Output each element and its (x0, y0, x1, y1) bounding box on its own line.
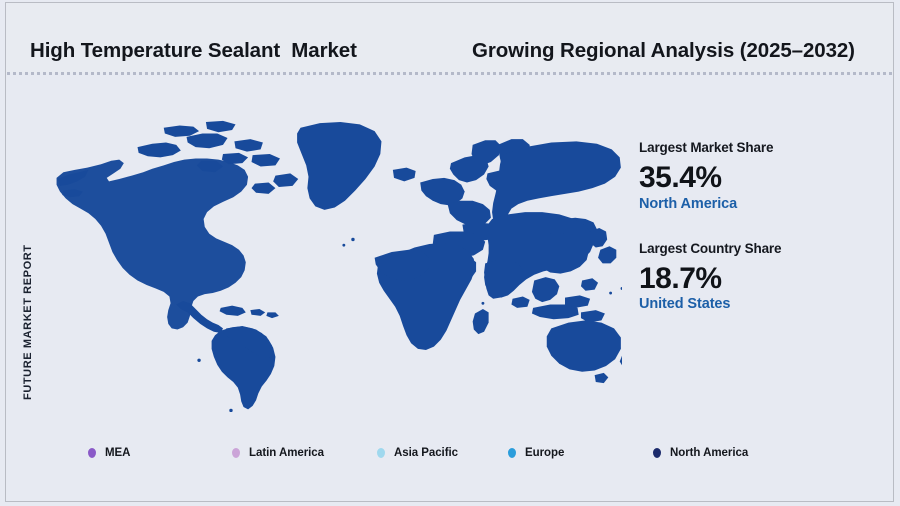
page-title: High Temperature Sealant Market (30, 39, 357, 62)
legend-item-mea: MEA (88, 447, 232, 459)
stat-label: Largest Market Share (639, 140, 774, 155)
stat-region: North America (639, 195, 738, 212)
legend-item-europe: Europe (508, 447, 653, 459)
legend-dot-icon (377, 448, 385, 458)
legend-dot-icon (653, 448, 661, 458)
header-bar: High Temperature Sealant Market Growing … (6, 3, 893, 73)
legend-label: North America (670, 447, 749, 459)
stats-panel: Largest Market Share 35.4% North America… (639, 140, 889, 341)
brand-watermark: FUTURE MARKET REPORT (22, 244, 34, 400)
stat-label: Largest Country Share (639, 240, 782, 256)
stat-value: 35.4% (639, 161, 722, 194)
legend-item-latin-america: Latin America (232, 447, 377, 459)
legend-item-north-america: North America (653, 447, 748, 459)
map-legend: MEA Latin America Asia Pacific Europe No… (88, 447, 748, 459)
legend-dot-icon (88, 448, 96, 458)
legend-label: Latin America (249, 447, 324, 459)
legend-label: Europe (525, 447, 565, 459)
legend-item-asia-pacific: Asia Pacific (377, 447, 508, 459)
legend-label: Asia Pacific (394, 447, 458, 459)
header-divider (7, 72, 893, 75)
map-landmasses (56, 120, 622, 412)
legend-label: MEA (105, 447, 131, 459)
stat-value: 18.7% (639, 261, 722, 295)
page-subtitle: Growing Regional Analysis (2025–2032) (472, 39, 855, 62)
stat-largest-country-share: Largest Country Share 18.7% United State… (639, 241, 889, 313)
stat-largest-market-share: Largest Market Share 35.4% North America (639, 140, 889, 212)
legend-dot-icon (232, 448, 240, 458)
stat-region: United States (639, 296, 731, 312)
world-map (52, 92, 622, 412)
legend-dot-icon (508, 448, 516, 458)
